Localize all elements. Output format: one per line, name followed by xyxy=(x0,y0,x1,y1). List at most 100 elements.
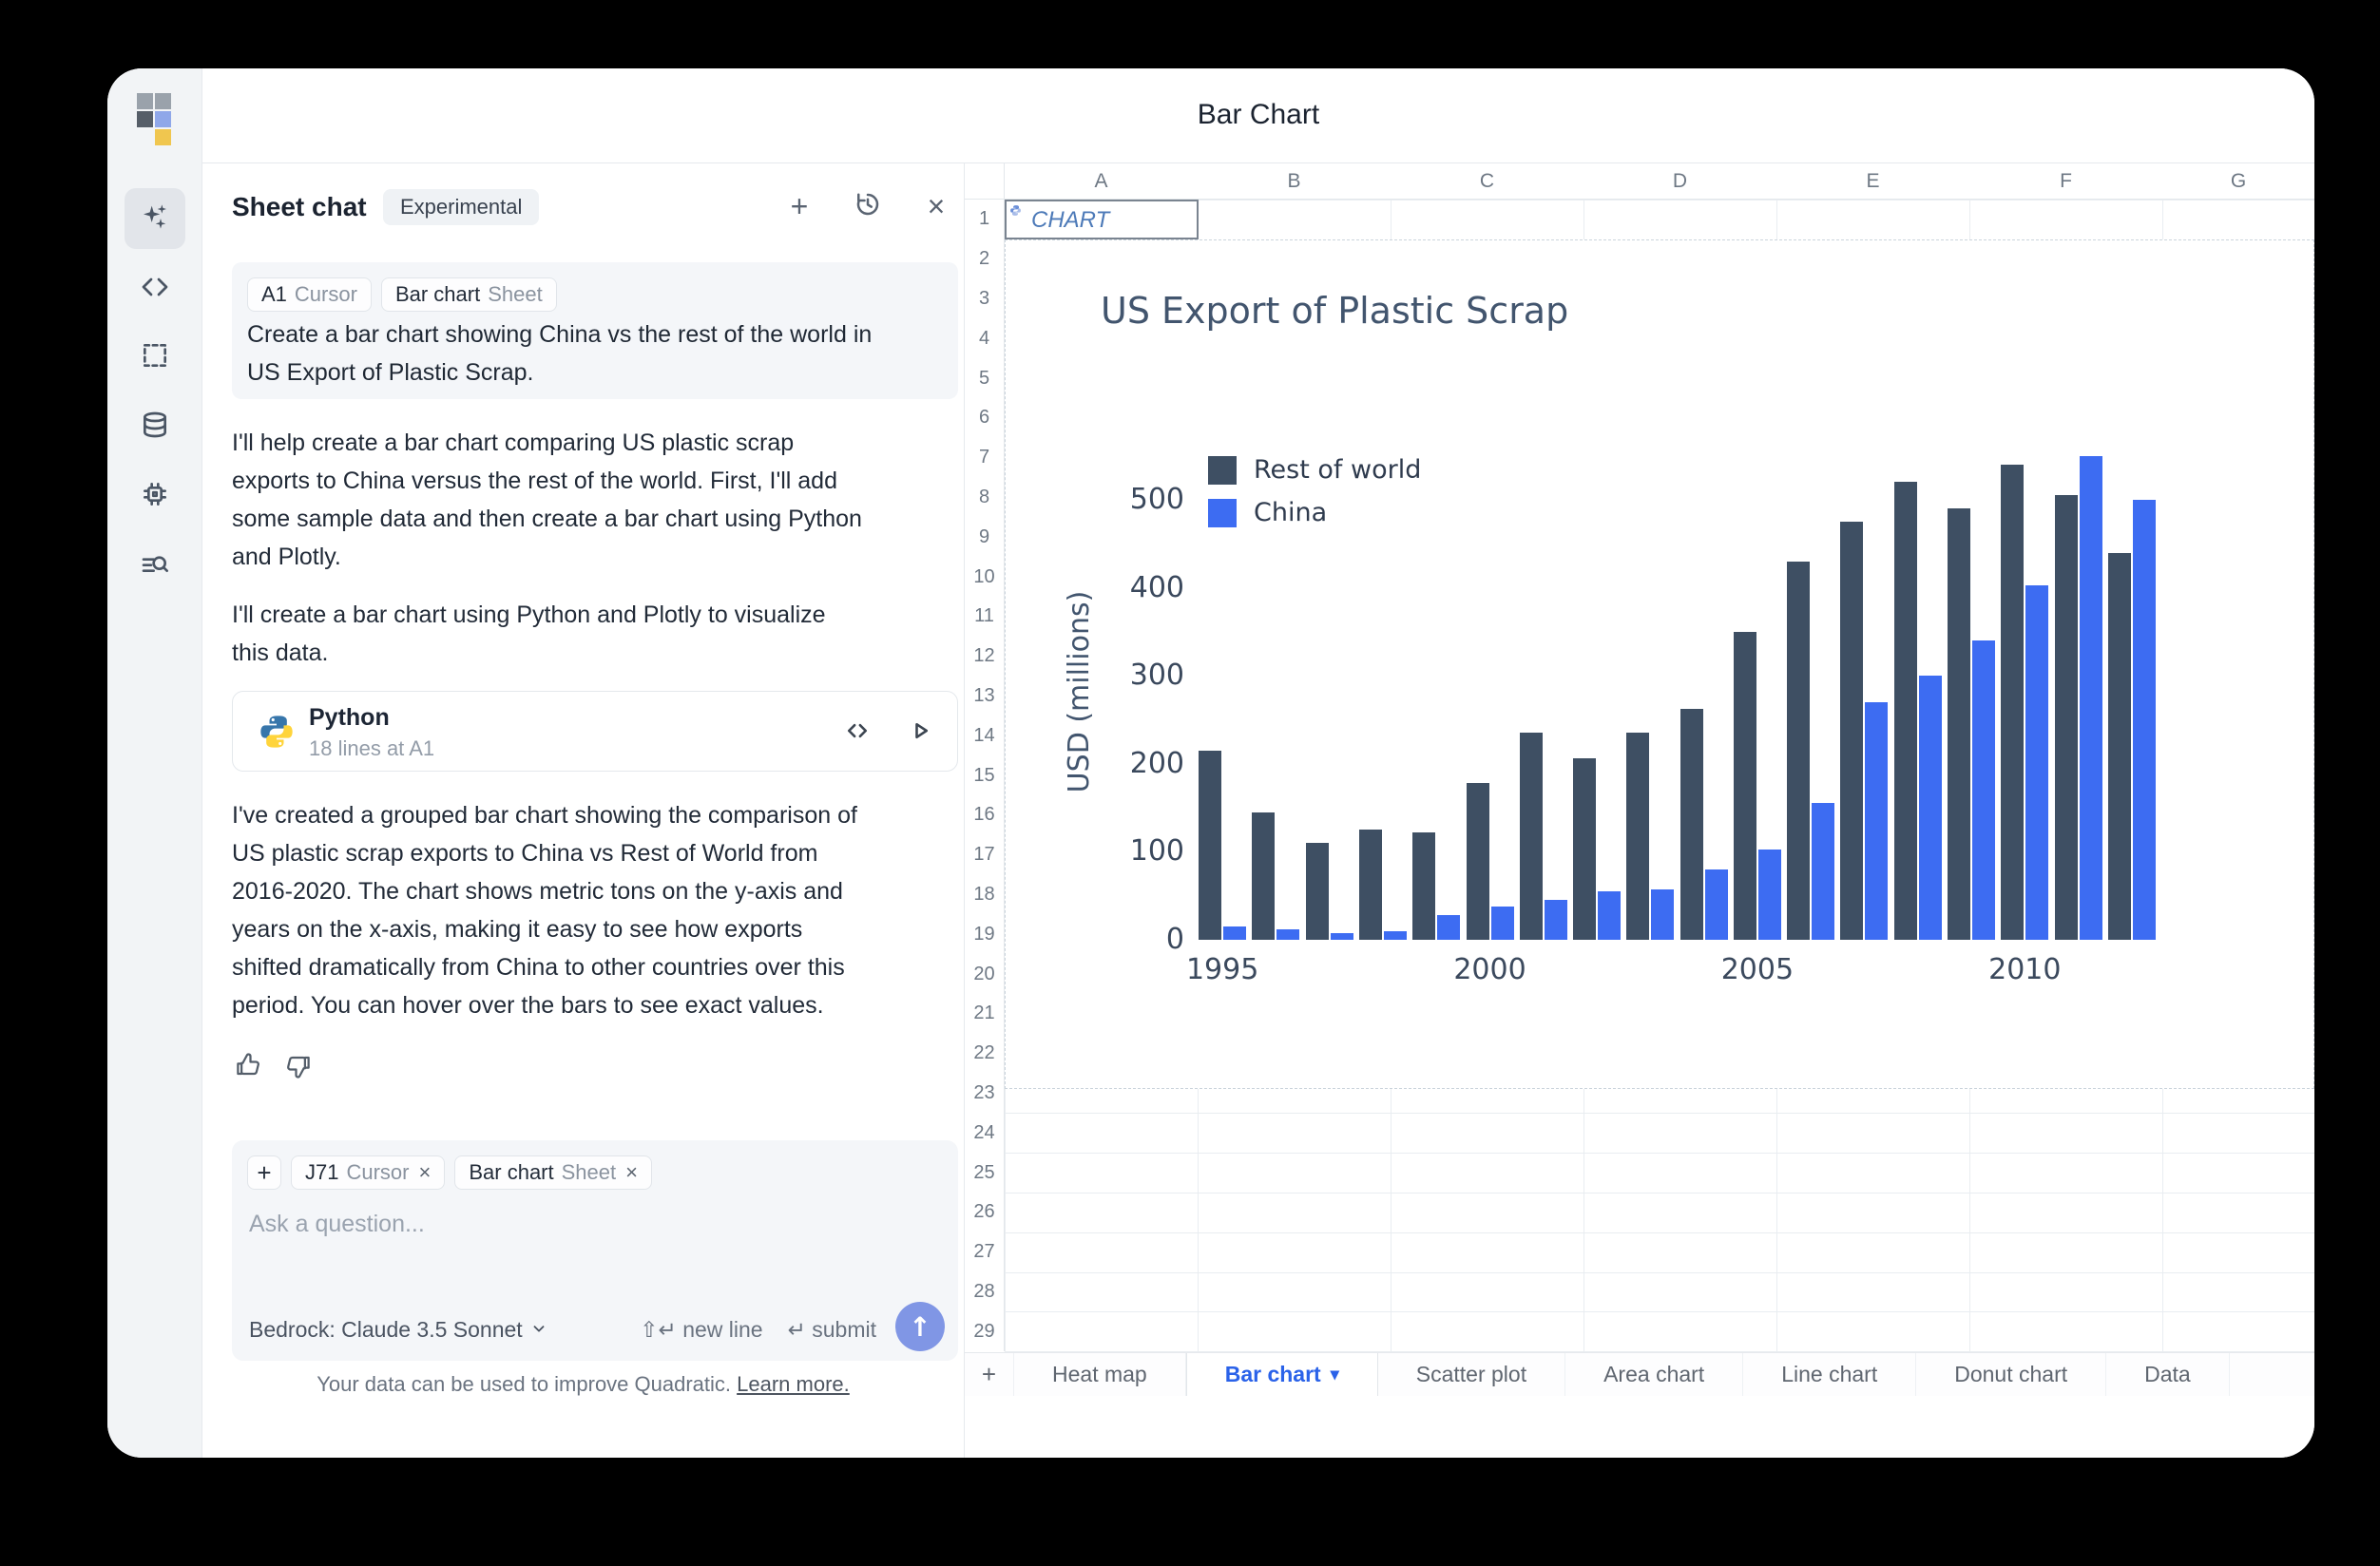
context-tag-a1[interactable]: A1 Cursor xyxy=(247,277,372,312)
add-context-button[interactable]: + xyxy=(247,1155,281,1190)
column-header-A[interactable]: A xyxy=(1005,163,1198,200)
bar-2007-rest-of-world xyxy=(1840,522,1864,940)
grid-corner-cell[interactable] xyxy=(965,163,1005,200)
thumbs-up-button[interactable] xyxy=(234,1050,268,1084)
row-header-14[interactable]: 14 xyxy=(965,716,1005,756)
row-header-1[interactable]: 1 xyxy=(965,200,1005,239)
bar-1997-china xyxy=(1330,933,1353,940)
row-header-6[interactable]: 6 xyxy=(965,398,1005,438)
remove-tag-icon[interactable]: × xyxy=(418,1160,432,1184)
row-header-4[interactable]: 4 xyxy=(965,318,1005,359)
context-tag-bar-chart[interactable]: Bar chart Sheet × xyxy=(454,1155,652,1190)
row-header-18[interactable]: 18 xyxy=(965,874,1005,915)
learn-more-link[interactable]: Learn more. xyxy=(737,1372,850,1396)
row-header-11[interactable]: 11 xyxy=(965,597,1005,637)
remove-tag-icon[interactable]: × xyxy=(625,1160,638,1184)
row-header-24[interactable]: 24 xyxy=(965,1113,1005,1154)
python-code-card[interactable]: Python 18 lines at A1 xyxy=(232,691,958,772)
sheet-tab-label: Bar chart xyxy=(1224,1362,1321,1386)
bar-2004-china xyxy=(1704,869,1728,940)
sheet-tab-label: Data xyxy=(2144,1362,2191,1386)
row-header-2[interactable]: 2 xyxy=(965,239,1005,279)
row-header-3[interactable]: 3 xyxy=(965,278,1005,319)
add-sheet-button[interactable]: + xyxy=(965,1353,1014,1396)
row-header-19[interactable]: 19 xyxy=(965,914,1005,955)
tag-kind: Cursor xyxy=(346,1160,410,1184)
run-code-button[interactable] xyxy=(900,713,940,753)
bar-2010-rest-of-world xyxy=(2001,465,2025,940)
row-header-15[interactable]: 15 xyxy=(965,755,1005,795)
column-header-E[interactable]: E xyxy=(1776,163,1969,200)
column-header-G[interactable]: G xyxy=(2162,163,2314,200)
row-header-25[interactable]: 25 xyxy=(965,1153,1005,1193)
y-tick-0: 0 xyxy=(1165,923,1184,956)
chart-output[interactable]: US Export of Plastic Scrap Rest of world… xyxy=(1005,239,2314,1089)
row-header-10[interactable]: 10 xyxy=(965,557,1005,597)
context-tag-j71[interactable]: J71 Cursor × xyxy=(291,1155,446,1190)
cell-A1[interactable]: CHART xyxy=(1005,200,1199,239)
thumbs-down-button[interactable] xyxy=(284,1053,318,1087)
row-header-29[interactable]: 29 xyxy=(965,1311,1005,1352)
sheet-tab-area-chart[interactable]: Area chart xyxy=(1565,1353,1744,1396)
grid-hline xyxy=(1005,1113,2314,1115)
sheet-tab-bar-chart[interactable]: Bar chart ▾ xyxy=(1185,1353,1378,1396)
row-header-17[interactable]: 17 xyxy=(965,834,1005,875)
row-header-13[interactable]: 13 xyxy=(965,676,1005,716)
database-icon xyxy=(140,410,170,445)
row-header-23[interactable]: 23 xyxy=(965,1073,1005,1114)
keyboard-hints: ⇧↵ new line ↵ submit xyxy=(640,1317,876,1343)
row-header-22[interactable]: 22 xyxy=(965,1033,1005,1074)
close-chat-button[interactable]: × xyxy=(914,184,958,228)
bar-2000-rest-of-world xyxy=(1466,783,1489,940)
column-header-B[interactable]: B xyxy=(1198,163,1391,200)
view-code-button[interactable] xyxy=(837,713,877,753)
chat-history-button[interactable] xyxy=(846,184,890,228)
row-header-5[interactable]: 5 xyxy=(965,358,1005,398)
sidebar-item-selection[interactable] xyxy=(125,327,185,388)
sidebar-item-search[interactable] xyxy=(125,536,185,597)
row-header-9[interactable]: 9 xyxy=(965,517,1005,558)
row-header-20[interactable]: 20 xyxy=(965,954,1005,994)
sheet-tab-data[interactable]: Data xyxy=(2106,1353,2230,1396)
column-header-F[interactable]: F xyxy=(1969,163,2162,200)
sidebar-item-data-connections[interactable] xyxy=(125,396,185,457)
sheet-tab-line-chart[interactable]: Line chart xyxy=(1743,1353,1917,1396)
new-chat-button[interactable]: + xyxy=(777,184,821,228)
column-header-C[interactable]: C xyxy=(1391,163,1583,200)
newline-hint: new line xyxy=(682,1317,763,1342)
row-header-12[interactable]: 12 xyxy=(965,636,1005,677)
row-header-7[interactable]: 7 xyxy=(965,437,1005,478)
row-header-21[interactable]: 21 xyxy=(965,994,1005,1034)
context-tag-bar-chart[interactable]: Bar chart Sheet xyxy=(380,277,557,312)
submit-button[interactable]: ↑ xyxy=(895,1302,945,1351)
sheet-tab-heat-map[interactable]: Heat map xyxy=(1014,1353,1186,1396)
bar-2012-china xyxy=(2132,500,2156,940)
list-search-icon xyxy=(140,549,170,584)
chat-input[interactable]: Ask a question... xyxy=(249,1211,425,1237)
bar-2009-china xyxy=(1972,640,1996,940)
sheet-tab-donut-chart[interactable]: Donut chart xyxy=(1916,1353,2107,1396)
user-message: A1 Cursor Bar chart Sheet Create a bar char… xyxy=(232,262,958,399)
column-header-D[interactable]: D xyxy=(1583,163,1776,200)
user-message-text: Create a bar chart showing China vs the … xyxy=(247,321,873,386)
model-selector[interactable]: Bedrock: Claude 3.5 Sonnet xyxy=(249,1317,547,1343)
sheet-tab-label: Heat map xyxy=(1052,1362,1147,1386)
bar-1999-china xyxy=(1437,915,1461,940)
row-header-26[interactable]: 26 xyxy=(965,1193,1005,1232)
row-header-27[interactable]: 27 xyxy=(965,1232,1005,1272)
sidebar-item-ai-chat[interactable] xyxy=(125,188,185,249)
bar-2003-china xyxy=(1651,889,1675,940)
arrow-up-icon: ↑ xyxy=(909,1310,931,1343)
bar-2005-china xyxy=(1757,850,1781,940)
legend-swatch xyxy=(1208,498,1237,527)
sidebar-item-code-editor[interactable] xyxy=(125,258,185,319)
row-header-8[interactable]: 8 xyxy=(965,477,1005,518)
bar-2001-rest-of-world xyxy=(1519,733,1543,940)
grid-hline xyxy=(1005,1232,2314,1233)
row-header-16[interactable]: 16 xyxy=(965,795,1005,835)
sheet-tab-scatter-plot[interactable]: Scatter plot xyxy=(1378,1353,1566,1396)
sidebar-item-kernel[interactable] xyxy=(125,466,185,526)
row-header-28[interactable]: 28 xyxy=(965,1271,1005,1312)
tag-ref: Bar chart xyxy=(469,1160,554,1184)
tab-dropdown-icon[interactable]: ▾ xyxy=(1330,1365,1339,1384)
